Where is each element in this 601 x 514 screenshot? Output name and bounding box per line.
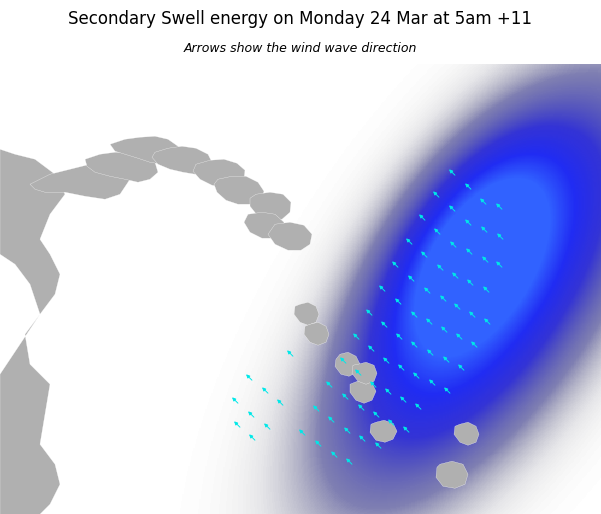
Polygon shape [350, 379, 376, 403]
Polygon shape [244, 212, 284, 238]
Polygon shape [268, 222, 312, 250]
Polygon shape [0, 149, 65, 514]
Polygon shape [352, 362, 377, 384]
Text: Secondary Swell energy on Monday 24 Mar at 5am +11: Secondary Swell energy on Monday 24 Mar … [69, 10, 532, 28]
Polygon shape [335, 352, 360, 376]
Polygon shape [85, 152, 158, 182]
Polygon shape [214, 176, 264, 204]
Polygon shape [454, 422, 479, 445]
Polygon shape [436, 461, 468, 488]
Polygon shape [110, 136, 182, 164]
Text: Arrows show the wind wave direction: Arrows show the wind wave direction [184, 42, 417, 54]
Polygon shape [193, 159, 245, 187]
Polygon shape [152, 146, 212, 174]
Polygon shape [304, 322, 329, 345]
Polygon shape [370, 420, 397, 442]
Polygon shape [250, 192, 291, 221]
Polygon shape [294, 302, 319, 325]
Polygon shape [30, 164, 130, 199]
